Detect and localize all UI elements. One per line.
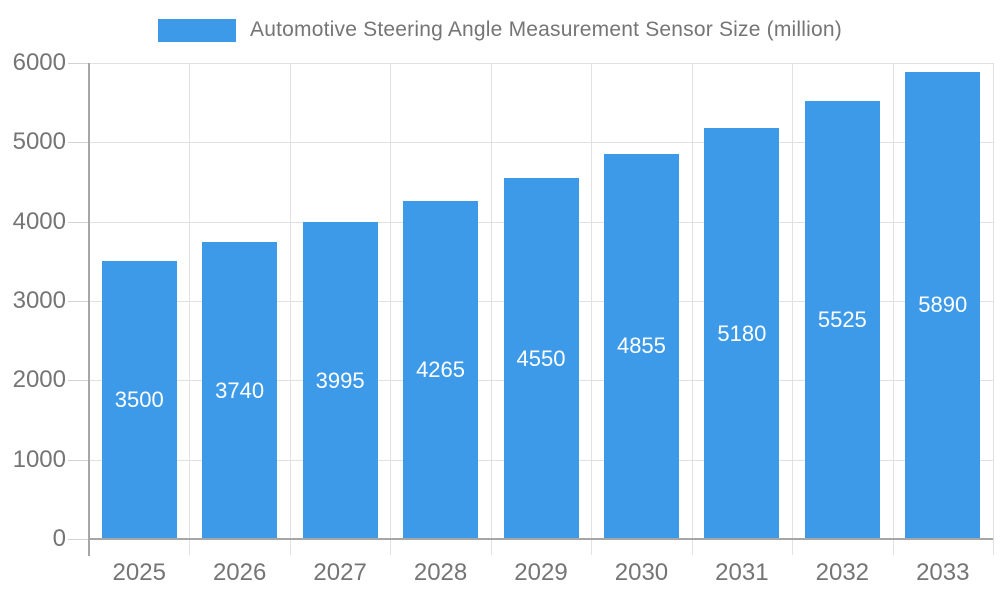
x-axis-tick-label: 2033 — [916, 559, 970, 586]
x-gridline — [390, 63, 392, 555]
y-tick-mark — [68, 221, 89, 223]
bar[interactable] — [804, 100, 880, 539]
bar-value-label: 4855 — [616, 333, 666, 359]
bar-value-label: 5525 — [817, 306, 867, 332]
x-gridline — [591, 63, 593, 555]
bar[interactable] — [603, 153, 679, 539]
x-gridline — [792, 63, 794, 555]
x-axis-tick-label: 2027 — [313, 559, 367, 586]
bar[interactable] — [302, 222, 378, 539]
y-axis-line — [88, 63, 90, 556]
bar-value-label: 5890 — [918, 292, 968, 318]
x-gridline — [189, 63, 191, 555]
x-gridline — [993, 63, 994, 555]
x-gridline — [490, 63, 492, 555]
y-axis-tick-label: 4000 — [12, 207, 66, 235]
legend-label: Automotive Steering Angle Measurement Se… — [250, 18, 842, 41]
x-axis-tick-label: 2031 — [715, 559, 769, 586]
bar-value-label: 3995 — [315, 367, 365, 393]
y-tick-mark — [68, 459, 89, 461]
bar-value-label: 5180 — [717, 320, 767, 346]
bar[interactable] — [202, 242, 278, 539]
x-axis-tick-label: 2026 — [212, 559, 267, 586]
bar[interactable] — [503, 178, 579, 539]
y-tick-mark — [68, 539, 89, 540]
x-axis-line — [88, 538, 993, 540]
y-gridline — [89, 63, 993, 64]
bar[interactable] — [905, 71, 981, 539]
bar[interactable] — [704, 128, 780, 539]
y-axis-tick-label: 0 — [52, 525, 66, 552]
x-gridline — [691, 63, 693, 555]
legend[interactable]: Automotive Steering Angle Measurement Se… — [0, 18, 1000, 42]
y-axis-tick-label: 1000 — [12, 445, 66, 473]
bar-value-label: 4265 — [416, 356, 466, 382]
x-axis-tick-label: 2030 — [614, 559, 669, 586]
x-axis-tick-label: 2029 — [514, 559, 568, 586]
y-axis-tick-label: 3000 — [12, 287, 66, 314]
bar[interactable] — [101, 261, 177, 539]
y-axis-tick-label: 5000 — [12, 128, 66, 156]
bar-value-label: 4550 — [516, 345, 566, 371]
y-axis-tick-label: 6000 — [12, 49, 66, 76]
bar-value-label: 3740 — [215, 377, 265, 403]
bar-value-label: 3500 — [114, 387, 164, 413]
y-gridline — [89, 142, 993, 144]
y-tick-mark — [68, 301, 89, 302]
y-tick-mark — [68, 142, 89, 144]
x-axis-tick-label: 2028 — [413, 559, 468, 586]
x-gridline — [892, 63, 894, 555]
x-gridline — [289, 63, 291, 555]
y-axis-tick-label: 2000 — [12, 366, 66, 394]
y-tick-mark — [68, 380, 89, 382]
bar[interactable] — [403, 200, 479, 539]
x-axis-tick-label: 2032 — [815, 559, 870, 586]
x-axis-tick-label: 2025 — [112, 559, 166, 586]
legend-swatch-icon — [158, 18, 237, 42]
y-tick-mark — [68, 63, 89, 64]
